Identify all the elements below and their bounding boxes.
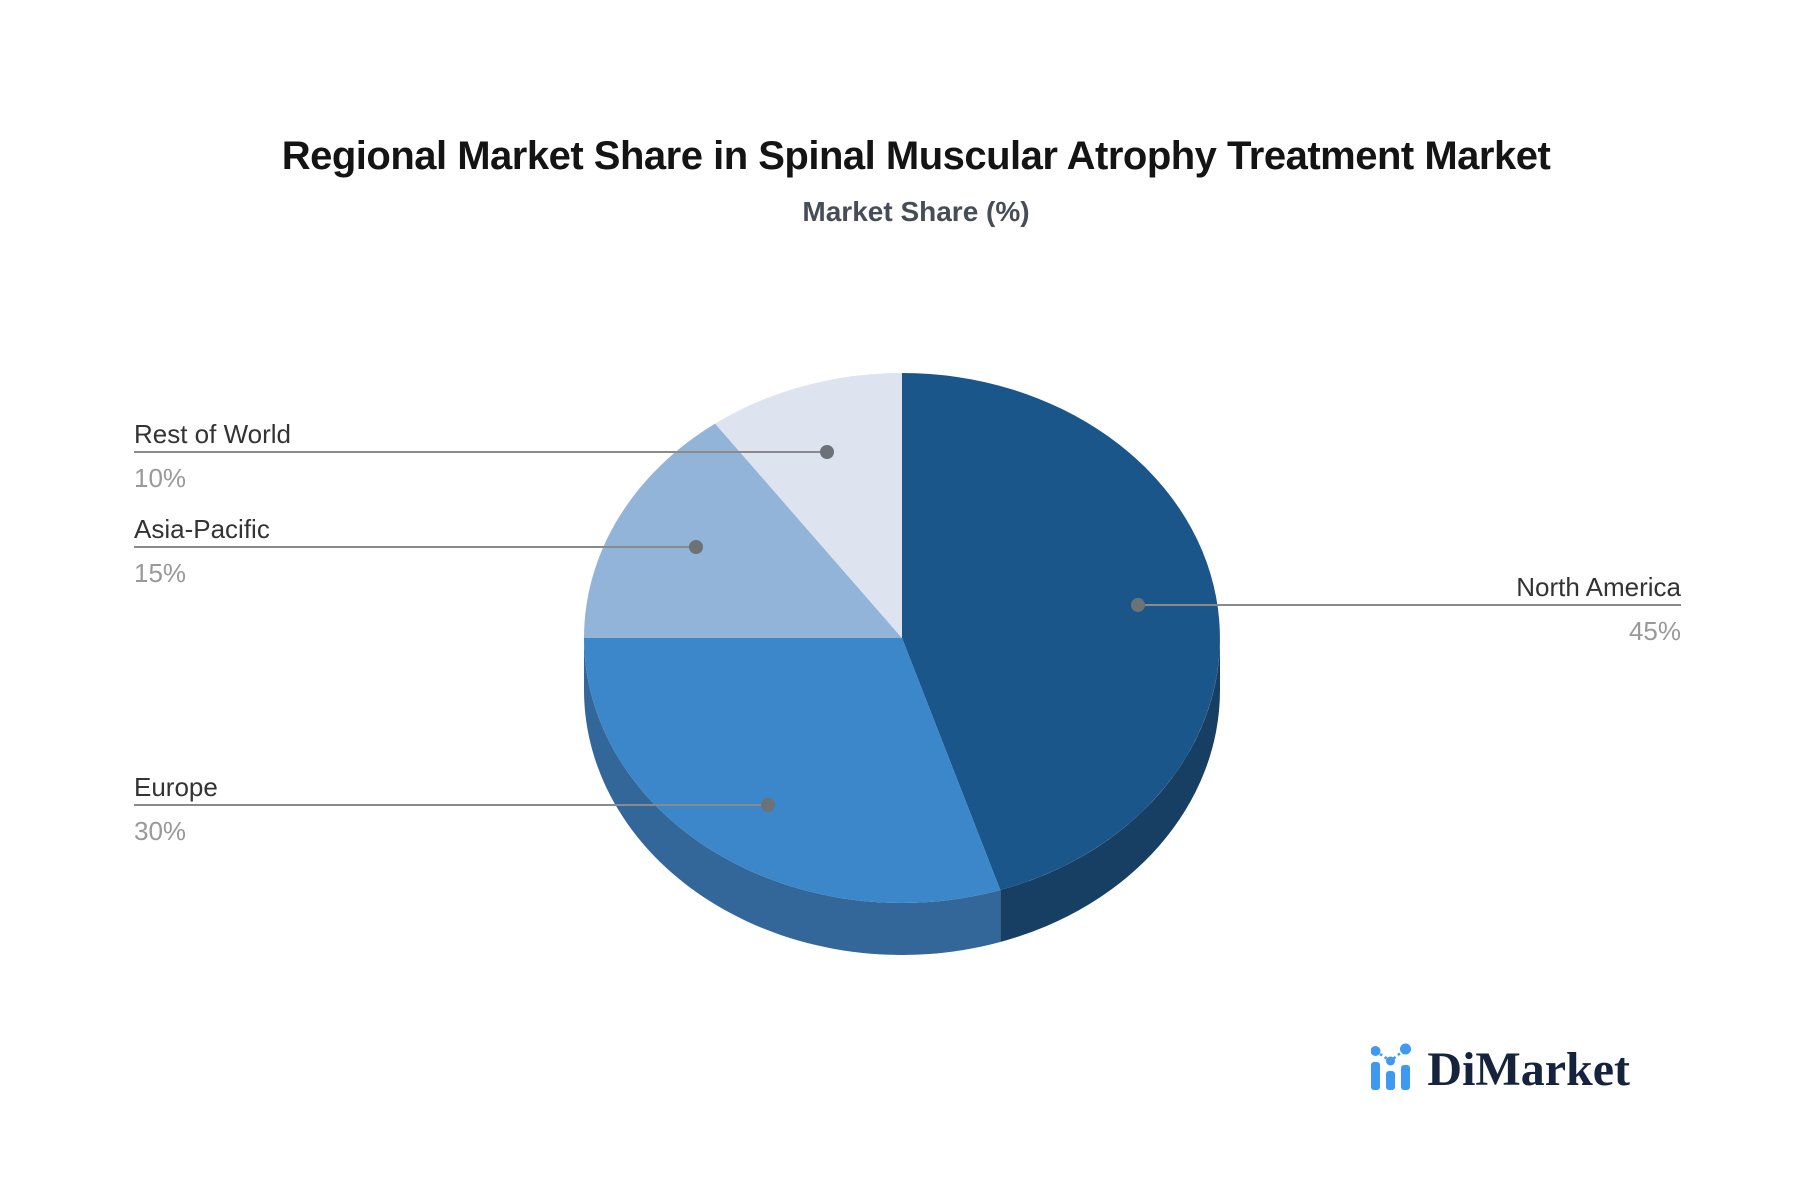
- callout-label-asia-pacific: Asia-Pacific: [134, 514, 270, 544]
- brand-logo: DiMarket: [1371, 1042, 1630, 1094]
- leader-dot-north-america: [1131, 598, 1145, 612]
- chart-title: Regional Market Share in Spinal Muscular…: [281, 134, 1551, 178]
- bar-chart-trend-icon: [1371, 1043, 1412, 1090]
- pie-slice-rest-of-world[interactable]: [715, 373, 902, 638]
- callout-value-asia-pacific: 15%: [134, 558, 187, 588]
- callout-value-rest-of-world: 10%: [134, 463, 187, 493]
- pie-slice-europe[interactable]: [584, 638, 1001, 903]
- callout-value-asia-pacific-box: 15%: [134, 558, 187, 589]
- leader-dot-asia-pacific: [689, 540, 703, 554]
- callout-value-europe: 30%: [134, 816, 187, 846]
- leader-dot-europe: [761, 798, 775, 812]
- pie-wedges: [584, 373, 1220, 903]
- callout-value-rest-of-world-box: 10%: [134, 463, 187, 494]
- brand-name: DiMarket: [1427, 1043, 1630, 1096]
- pie-side-europe[interactable]: [584, 638, 1001, 955]
- callout-rest-of-world: Rest of World: [134, 419, 292, 450]
- logo-bars: [1371, 1043, 1412, 1090]
- callout-europe: Europe: [134, 772, 218, 803]
- leader-lines: [134, 451, 1681, 806]
- callout-label-europe: Europe: [134, 772, 218, 802]
- callout-value-europe-box: 30%: [134, 816, 187, 847]
- leader-dot-rest-of-world: [820, 445, 834, 459]
- callout-value-north-america: 45%: [1628, 616, 1681, 646]
- callout-north-america: North America: [1516, 572, 1681, 603]
- pie-side-rim: [584, 638, 1220, 955]
- pie-slice-asia-pacific[interactable]: [584, 423, 902, 638]
- pie-slice-north-america[interactable]: [902, 373, 1220, 890]
- callout-label-north-america: North America: [1516, 572, 1681, 602]
- chart-subtitle: Market Share (%): [802, 196, 1030, 227]
- leader-dots: [689, 445, 1145, 812]
- callout-asia-pacific: Asia-Pacific: [134, 514, 270, 545]
- logo-trend-line: [1375, 1048, 1407, 1063]
- callout-label-rest-of-world: Rest of World: [134, 419, 292, 449]
- callout-value-north-america-box: 45%: [1628, 616, 1681, 647]
- pie-side-north-america[interactable]: [1000, 638, 1220, 942]
